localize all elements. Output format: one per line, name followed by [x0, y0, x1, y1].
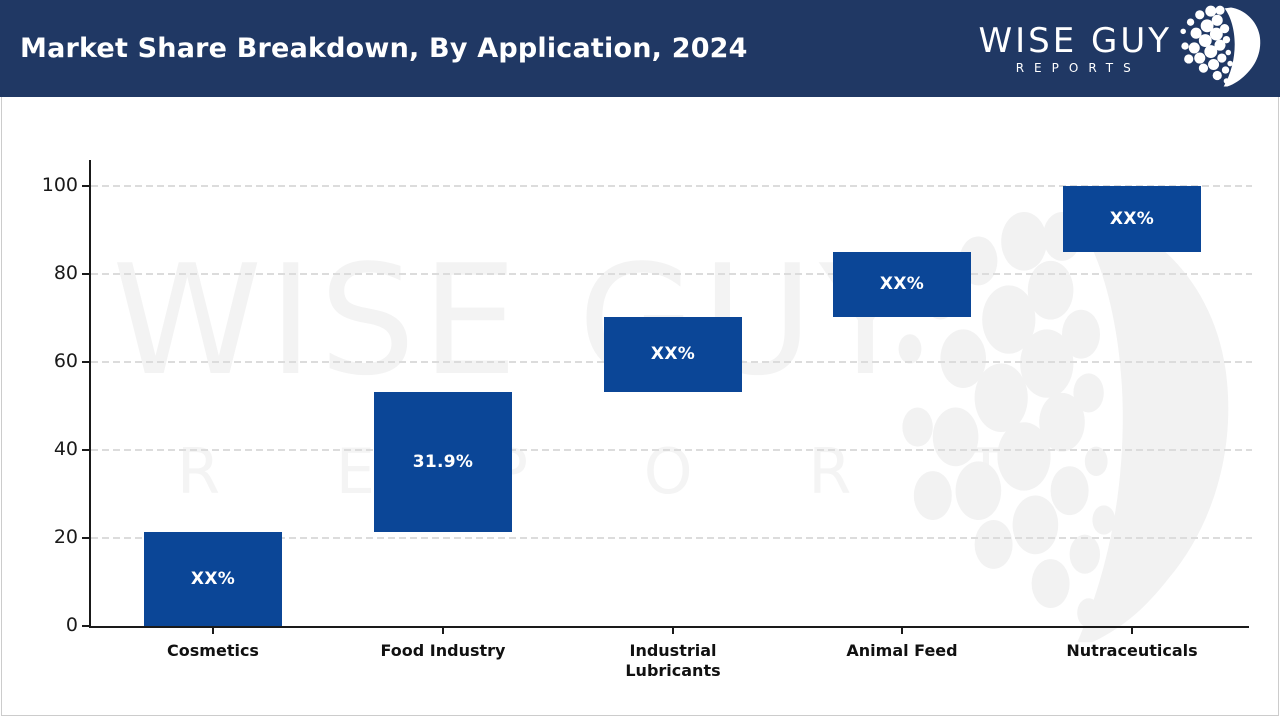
x-axis-tick-mark — [442, 628, 444, 634]
bar-value-label: XX% — [1109, 208, 1155, 229]
chart-canvas: WISE GUY R E P O R T S 0 20 40 60 80 100 XX% C — [1, 97, 1279, 716]
watermark-wordmark: WISE GUY — [112, 232, 918, 409]
x-axis-tick-mark — [901, 628, 903, 634]
bar-value-label: 31.9% — [412, 452, 474, 473]
y-axis-tick-label: 0 — [65, 614, 78, 636]
logo-text: WISE GUY REPORTS — [978, 23, 1172, 75]
bar-industrial-lubricants: XX% — [604, 316, 742, 392]
y-axis-tick-label: 100 — [41, 174, 78, 196]
y-axis-tick-label: 40 — [53, 438, 78, 460]
y-axis-tick-mark — [82, 361, 90, 363]
x-axis-line — [91, 626, 1249, 628]
logo-subtitle: REPORTS — [1015, 60, 1141, 75]
y-axis-tick-label: 80 — [53, 262, 78, 284]
category-label: Animal Feed — [846, 641, 958, 660]
category-label: Nutraceuticals — [1066, 641, 1198, 660]
watermark-subtitle: R E P O R T S — [177, 435, 1208, 508]
bar-value-label: XX% — [650, 344, 696, 365]
bar-value-label: XX% — [190, 569, 236, 590]
y-axis-tick-mark — [82, 185, 90, 187]
category-label: Industrial Lubricants — [625, 641, 721, 680]
gridline-y20 — [91, 537, 1252, 539]
y-axis-tick-mark — [82, 273, 90, 275]
gridline-y100 — [91, 185, 1252, 187]
y-axis-tick-mark — [82, 449, 90, 451]
category-label: Food Industry — [380, 641, 506, 660]
y-axis-tick-mark — [82, 537, 90, 539]
gridline-y40 — [91, 449, 1252, 451]
wiseguy-head-icon — [1174, 4, 1266, 94]
x-axis-tick-mark — [672, 628, 674, 634]
y-axis-tick-label: 60 — [53, 350, 78, 372]
bar-nutraceuticals: XX% — [1063, 186, 1201, 252]
y-axis-tick-mark — [82, 625, 90, 627]
bar-cosmetics: XX% — [144, 532, 282, 626]
category-label: Cosmetics — [167, 641, 259, 660]
wiseguy-logo: WISE GUY REPORTS — [978, 4, 1266, 94]
y-axis-tick-label: 20 — [53, 526, 78, 548]
bar-value-label: XX% — [879, 274, 925, 295]
gridline-y80 — [91, 273, 1252, 275]
x-axis-tick-mark — [212, 628, 214, 634]
page-title: Market Share Breakdown, By Application, … — [20, 33, 748, 64]
y-axis-line — [89, 160, 91, 628]
bar-animal-feed: XX% — [833, 251, 971, 317]
header-band: Market Share Breakdown, By Application, … — [0, 0, 1280, 97]
bar-food-industry: 31.9% — [374, 391, 512, 533]
x-axis-tick-mark — [1131, 628, 1133, 634]
logo-wordmark: WISE GUY — [978, 20, 1172, 61]
